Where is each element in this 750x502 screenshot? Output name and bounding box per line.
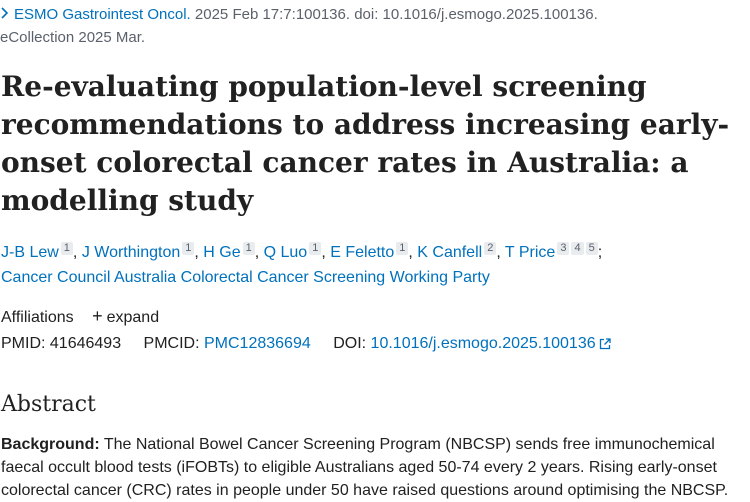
- chevron-right-icon: [0, 3, 14, 26]
- doi-link[interactable]: 10.1016/j.esmogo.2025.100136: [371, 335, 611, 352]
- affiliation-ref[interactable]: 3: [557, 242, 570, 255]
- affiliation-ref[interactable]: 2: [484, 242, 497, 255]
- author-link[interactable]: T Price: [504, 244, 556, 261]
- background-label: Background:: [1, 436, 100, 453]
- citation-details: 2025 Feb 17:7:100136. doi: 10.1016/j.esm…: [190, 6, 598, 23]
- abstract-background: Background: The National Bowel Cancer Sc…: [1, 433, 749, 502]
- author-link[interactable]: Q Luo: [263, 244, 308, 261]
- affiliation-ref[interactable]: 1: [182, 242, 195, 255]
- affiliation-ref[interactable]: 4: [571, 242, 584, 255]
- expand-label: expand: [106, 309, 160, 326]
- author-link[interactable]: J Worthington: [81, 244, 181, 261]
- external-link-icon: [599, 335, 611, 357]
- doi-label: DOI:: [333, 335, 367, 352]
- article-title: Re-evaluating population-level screening…: [1, 70, 730, 217]
- pmcid-label: PMCID:: [143, 335, 200, 352]
- pmcid-link[interactable]: PMC12836694: [204, 335, 311, 352]
- pmid-value: 41646493: [49, 335, 122, 352]
- pmid-label: PMID:: [1, 335, 46, 352]
- affiliation-ref[interactable]: 1: [242, 242, 255, 255]
- affiliation-ref[interactable]: 1: [309, 242, 322, 255]
- author-link[interactable]: E Feletto: [330, 244, 395, 261]
- identifiers-row: PMID: 41646493 PMCID: PMC12836694 DOI: 1…: [1, 333, 611, 357]
- abstract-heading: Abstract: [1, 392, 96, 417]
- doi-value: 10.1016/j.esmogo.2025.100136: [370, 335, 596, 352]
- author-link[interactable]: H Ge: [203, 244, 241, 261]
- citation-line: ESMO Gastrointest Oncol. 2025 Feb 17:7:1…: [0, 3, 598, 49]
- author-list: J-B Lew 1, J Worthington 1, H Ge 1, Q Luo 1,…: [1, 242, 603, 286]
- plus-icon: +: [92, 306, 103, 326]
- citation-ecollection: eCollection 2025 Mar.: [0, 29, 146, 46]
- background-text: The National Bowel Cancer Screening Prog…: [1, 436, 729, 499]
- author-link[interactable]: J-B Lew: [1, 244, 59, 261]
- journal-link[interactable]: ESMO Gastrointest Oncol.: [14, 6, 191, 23]
- collective-author-link[interactable]: Cancer Council Australia Colorectal Canc…: [1, 269, 490, 286]
- affiliations-expand-button[interactable]: + expand: [78, 306, 160, 326]
- author-link[interactable]: K Canfell: [417, 244, 483, 261]
- affiliations-label: Affiliations: [1, 309, 74, 326]
- affiliation-ref[interactable]: 1: [396, 242, 409, 255]
- affiliation-ref[interactable]: 1: [60, 242, 73, 255]
- affiliation-ref[interactable]: 5: [585, 242, 598, 255]
- affiliations-row: Affiliations + expand: [1, 305, 159, 329]
